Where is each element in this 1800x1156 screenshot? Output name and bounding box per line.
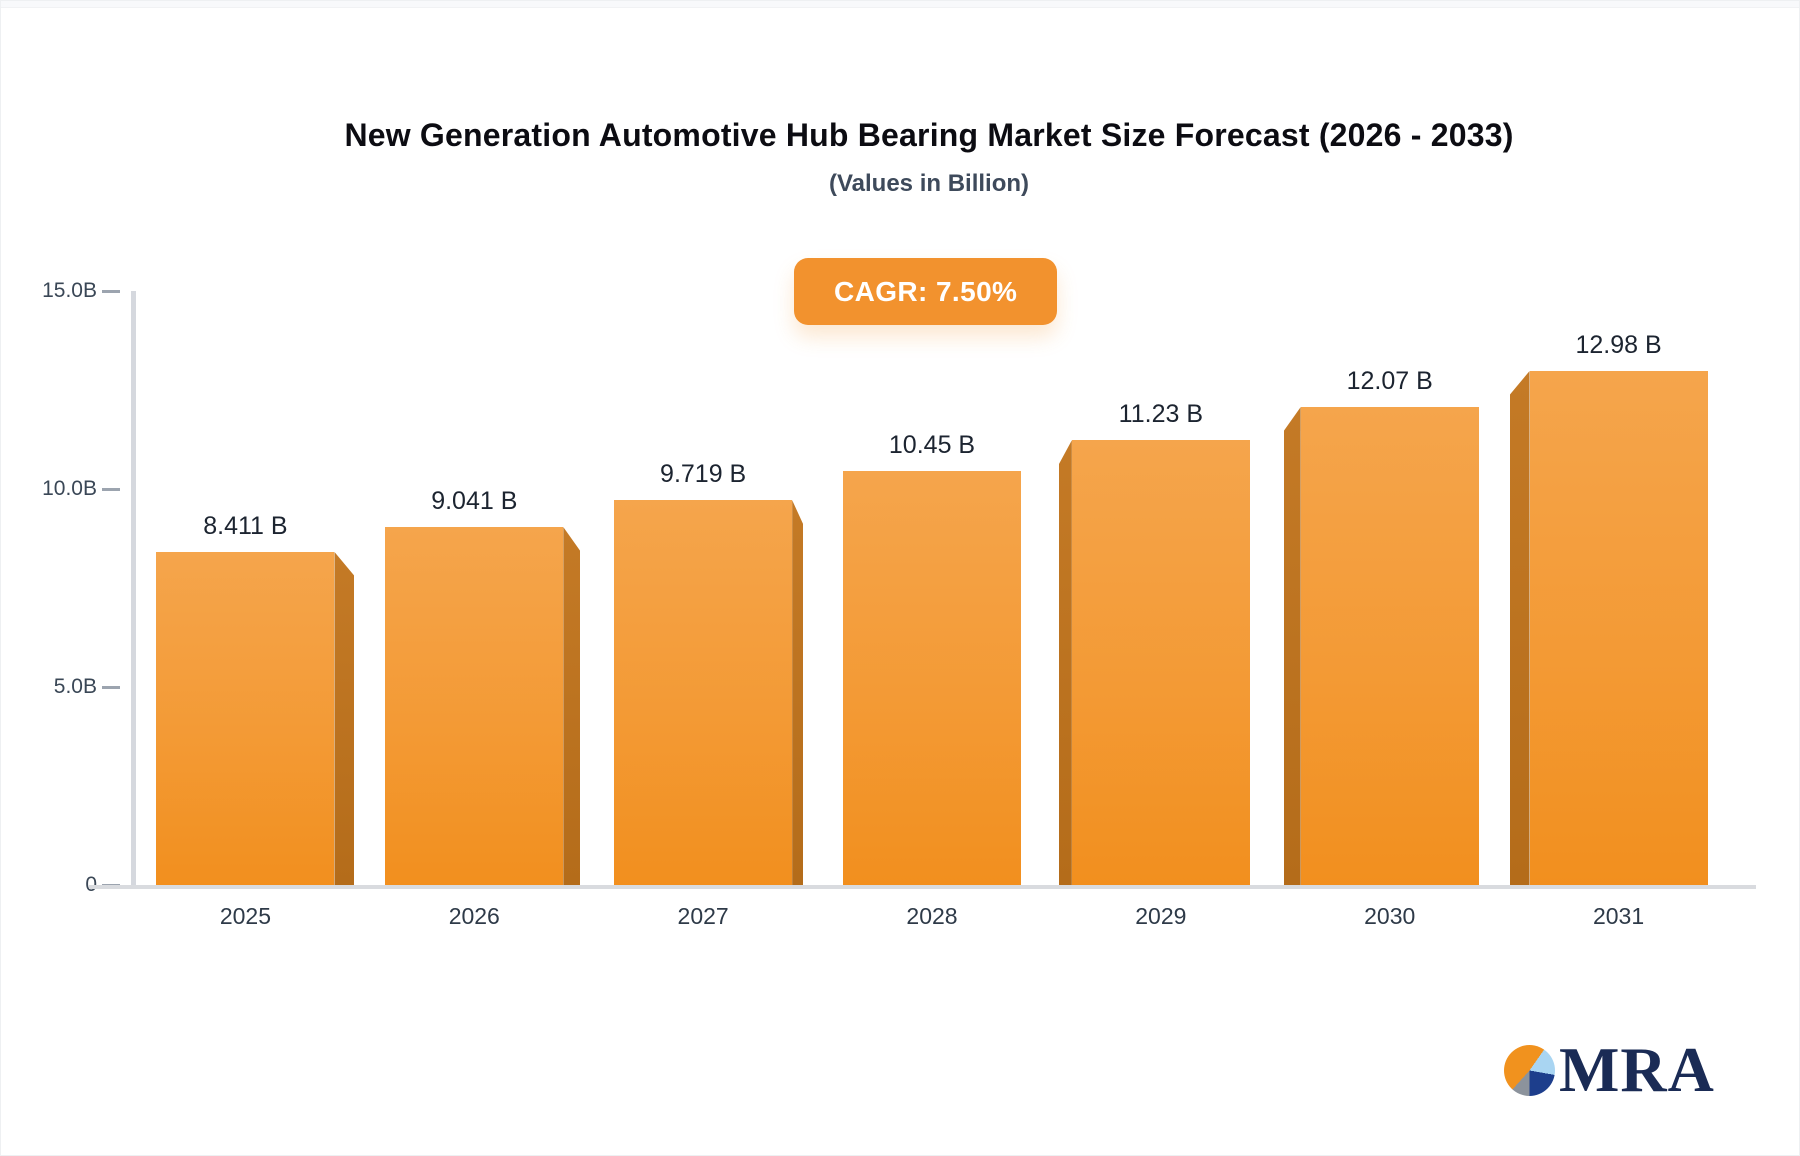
bar-2030 [1300, 407, 1479, 887]
bar-2026 [385, 526, 564, 887]
bar-value-label: 11.23 B [1118, 400, 1203, 429]
y-tick-label: 0 [13, 873, 97, 897]
bar-2031 [1529, 370, 1708, 887]
bar-3d-side [1509, 370, 1530, 887]
x-axis-label: 2030 [1364, 903, 1416, 929]
cagr-badge: CAGR: 7.50% [794, 258, 1058, 325]
y-tick-label: 5.0B [53, 675, 97, 698]
bar-value-label: 9.041 B [431, 486, 518, 515]
y-tick-mark [102, 290, 120, 293]
x-axis-baseline [89, 885, 1756, 889]
y-tick-label: 10.0B [42, 477, 97, 500]
page-edge-strip [1, 1, 1799, 8]
bar-3d-side [792, 500, 804, 887]
bar-2025 [156, 551, 335, 887]
bar-2029 [1071, 440, 1250, 887]
bar-3d-side [1058, 440, 1072, 887]
y-tick-mark [102, 488, 120, 491]
x-axis-label: 2026 [448, 903, 500, 929]
bar-3d-side [1283, 407, 1301, 887]
y-tick-mark [102, 686, 120, 689]
x-axis-label: 2028 [906, 903, 958, 929]
bar-3d-side [334, 551, 355, 887]
logo-text: MRA [1559, 1034, 1715, 1105]
bar-2028 [843, 471, 1021, 887]
bar-value-label: 9.719 B [660, 460, 747, 489]
x-axis-label: 2027 [677, 903, 729, 929]
bar-value-label: 8.411 B [203, 511, 288, 540]
chart-subtitle: (Values in Billion) [828, 170, 1030, 197]
bar-value-label: 12.98 B [1575, 330, 1662, 359]
chart-title: New Generation Automotive Hub Bearing Ma… [344, 117, 1514, 153]
bar-2027 [614, 500, 793, 887]
bar-value-label: 10.45 B [888, 431, 976, 460]
x-axis-label: 2031 [1592, 903, 1645, 929]
bar-3d-side [563, 526, 581, 887]
x-axis-label: 2029 [1135, 903, 1187, 929]
x-axis-label: 2025 [219, 903, 271, 929]
y-tick-label: 15.0B [42, 279, 97, 302]
pie-chart-icon [1504, 1045, 1555, 1096]
logo: MRA [1504, 1037, 1764, 1107]
y-axis-line [131, 291, 136, 887]
bar-value-label: 12.07 B [1346, 367, 1433, 396]
